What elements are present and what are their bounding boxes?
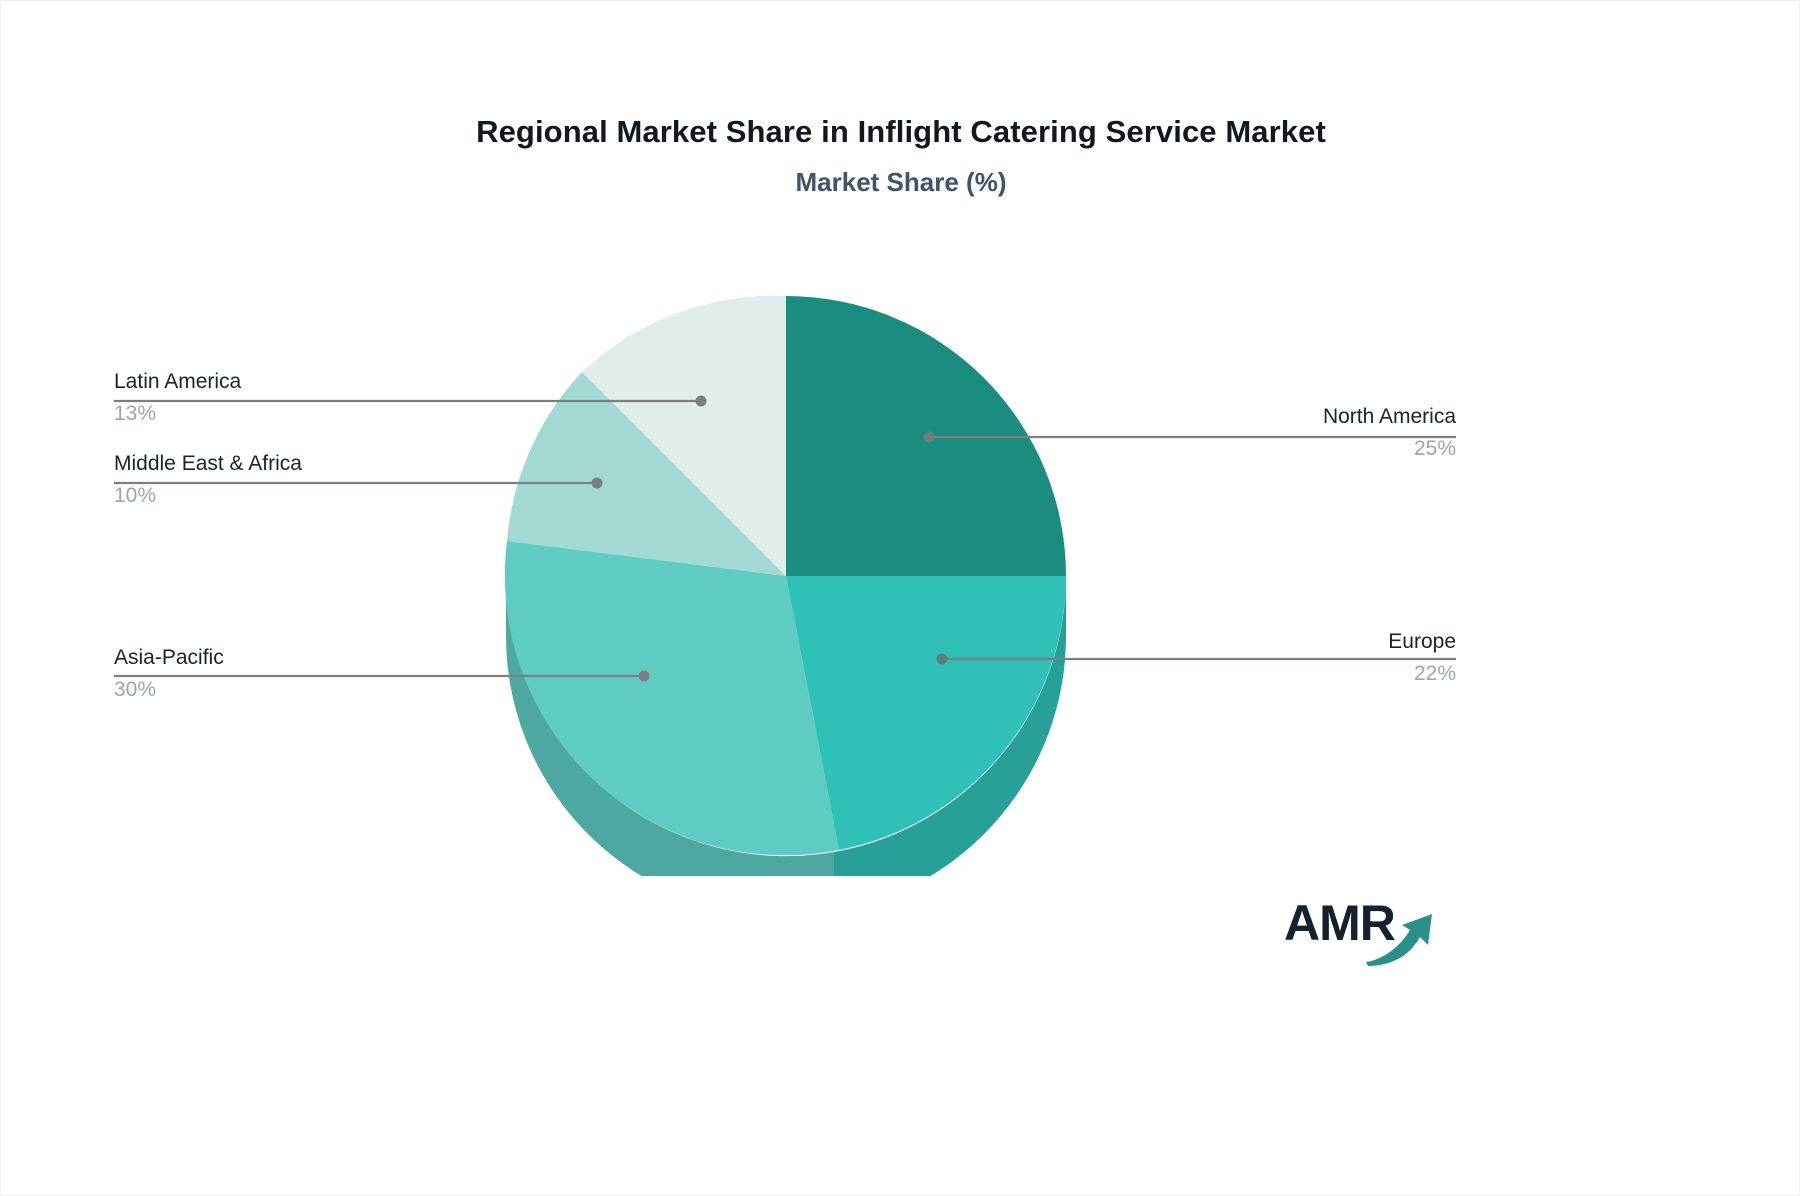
callout-asia-pacific: Asia-Pacific 30%: [114, 645, 414, 705]
leader-dot-north-america: [923, 431, 935, 443]
chart-subtitle: Market Share (%): [795, 167, 1007, 197]
callout-label-latin-america: Latin America: [114, 370, 242, 393]
leader-dot-latin-america: [695, 395, 707, 407]
leader-dot-middle-east-africa: [591, 477, 603, 489]
callout-latin-america: Latin America 13%: [114, 369, 414, 429]
pie-slice-europe[interactable]: [786, 576, 1066, 850]
callout-label-north-america: North America: [1322, 405, 1456, 428]
growth-arrow-icon: [1366, 914, 1432, 966]
callout-value-latin-america: 13%: [114, 402, 157, 425]
leader-dot-asia-pacific: [638, 670, 650, 682]
callout-value-europe: 22%: [1413, 662, 1456, 685]
chart-title: Regional Market Share in Inflight Cateri…: [476, 114, 1326, 149]
callout-value-middle-east-africa: 10%: [114, 484, 157, 507]
pie-slice-latin-america[interactable]: [582, 295, 786, 576]
pie-depth-europe: [834, 576, 1066, 876]
callout-value-asia-pacific: 30%: [114, 678, 157, 701]
leader-dots-group: [591, 395, 948, 682]
amr-logo: AMR: [1284, 894, 1444, 966]
leader-dot-europe: [936, 653, 948, 665]
callout-middle-east-africa: Middle East & Africa 10%: [114, 451, 414, 511]
pie-slices-group: [504, 295, 1066, 856]
callout-value-north-america: 25%: [1413, 437, 1456, 460]
pie-slice-middle-east-africa[interactable]: [507, 372, 786, 576]
callout-label-asia-pacific: Asia-Pacific: [114, 646, 224, 669]
callout-north-america: North America 25%: [1156, 404, 1456, 464]
pie-depth-group: [506, 576, 1066, 876]
callout-europe: Europe 22%: [1156, 629, 1456, 689]
callout-label-middle-east-africa: Middle East & Africa: [114, 452, 302, 475]
callout-label-europe: Europe: [1388, 630, 1456, 653]
pie-slice-asia-pacific[interactable]: [504, 541, 839, 856]
pie-depth-asia-pacific: [506, 576, 834, 876]
leader-lines-group: [114, 399, 1456, 678]
amr-logo-text: AMR: [1284, 895, 1396, 951]
